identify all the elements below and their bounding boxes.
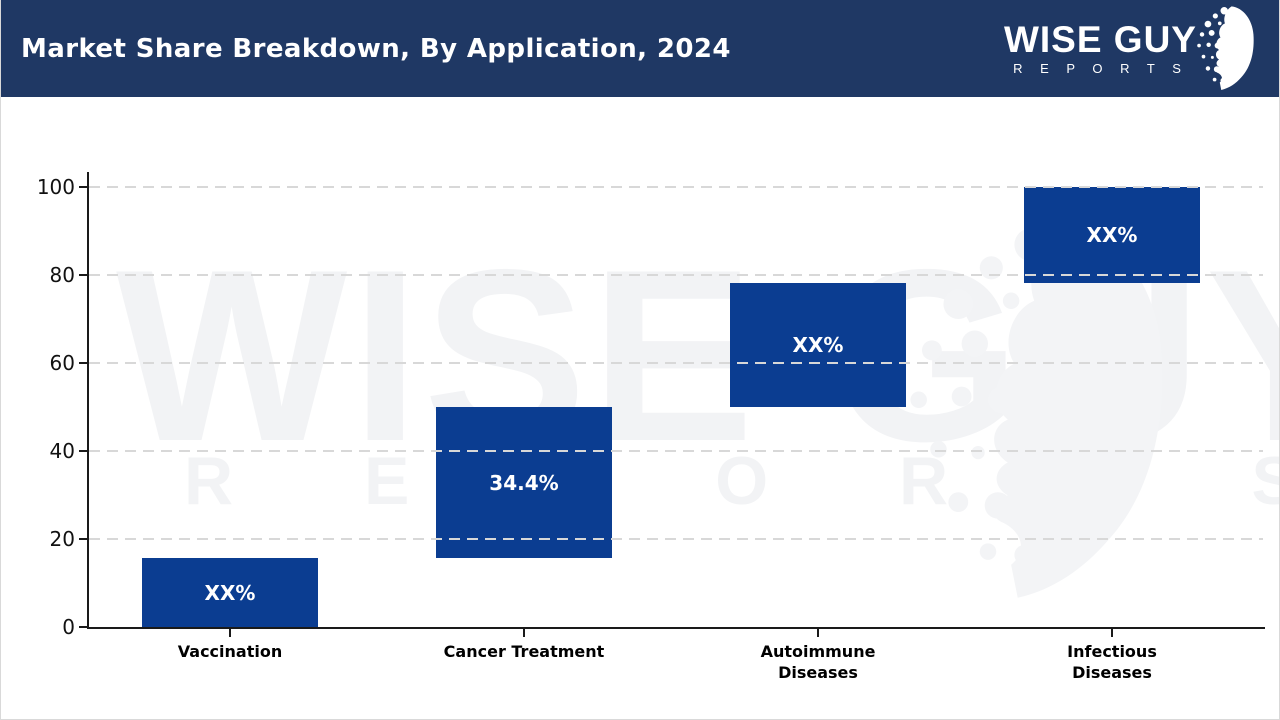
y-tick-label: 80	[49, 263, 75, 287]
y-tick-label: 100	[36, 175, 75, 199]
gridline-80	[89, 274, 1263, 276]
x-axis-line	[87, 627, 1265, 629]
chart-title: Market Share Breakdown, By Application, …	[21, 33, 731, 64]
bar-value-label: 34.4%	[489, 470, 559, 495]
y-tick-label: 40	[49, 439, 75, 463]
y-tick-label: 60	[49, 351, 75, 375]
y-tick-mark	[79, 362, 88, 364]
logo-wordmark: WISE GUY	[1003, 19, 1197, 60]
bar-autoimmune-diseases: XX%	[730, 283, 906, 407]
bar-vaccination: XX%	[142, 558, 318, 627]
y-tick-mark	[79, 186, 88, 188]
y-tick-mark	[79, 274, 88, 276]
bar-infectious-diseases: XX%	[1024, 187, 1200, 283]
y-tick-mark	[79, 450, 88, 452]
x-tick-label: Cancer Treatment	[443, 642, 605, 661]
bar-value-label: XX%	[792, 333, 844, 357]
logo-subtext: R E P O R T S	[1013, 61, 1188, 76]
gridline-100	[89, 186, 1263, 188]
header-bar: Market Share Breakdown, By Application, …	[1, 0, 1279, 97]
bar-value-label: XX%	[204, 580, 256, 605]
x-tick-mark	[523, 629, 525, 637]
bar-value-label: XX%	[1086, 223, 1138, 247]
y-axis-line	[87, 172, 89, 629]
gridline-40	[89, 450, 1263, 452]
logo-text: WISE GUY R E P O R T S	[1003, 19, 1197, 77]
x-tick-mark	[229, 629, 231, 637]
x-tick-label: Infectious Diseases	[1067, 642, 1157, 682]
x-tick-mark	[1111, 629, 1113, 637]
gridline-60	[89, 362, 1263, 364]
y-tick-label: 0	[62, 615, 75, 639]
y-tick-label: 20	[49, 527, 75, 551]
wiseguy-logo: WISE GUY R E P O R T S	[1004, 4, 1259, 93]
x-tick-label: Vaccination	[177, 642, 283, 661]
wiseguy-face-icon	[1185, 4, 1259, 93]
bar-cancer-treatment: 34.4%	[436, 407, 612, 558]
x-tick-label: Autoimmune Diseases	[760, 642, 876, 682]
y-tick-mark	[79, 626, 88, 628]
x-tick-mark	[817, 629, 819, 637]
gridline-20	[89, 538, 1263, 540]
y-tick-mark	[79, 538, 88, 540]
